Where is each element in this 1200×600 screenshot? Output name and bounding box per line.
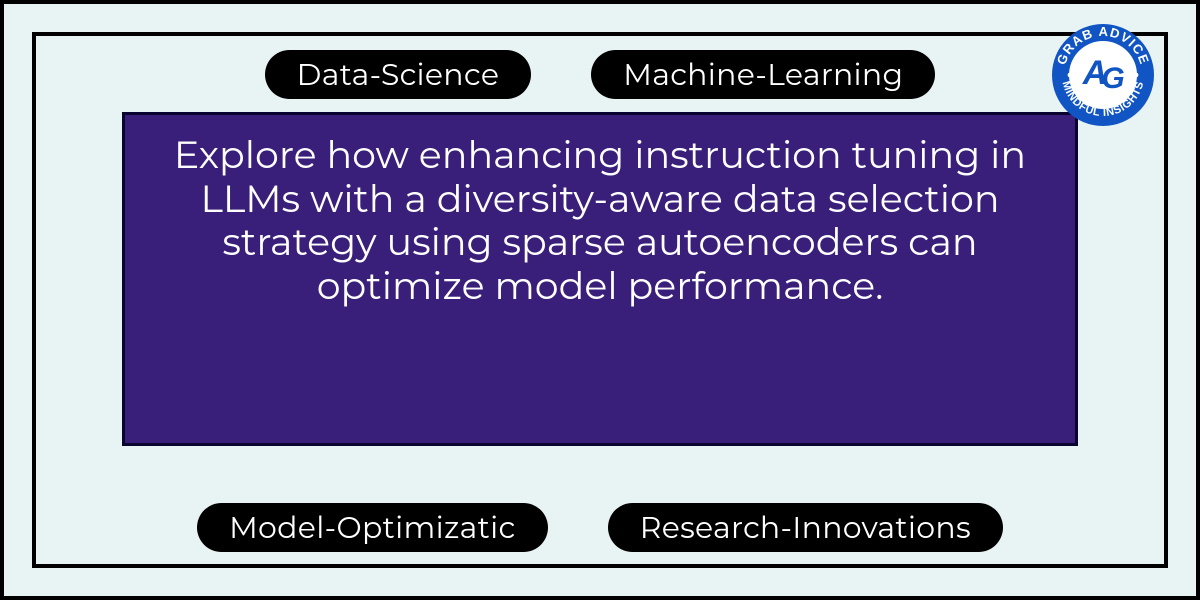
tag-research-innovations: Research-Innovations: [608, 503, 1003, 552]
tags-bottom-row: Model-Optimizatic Research-Innovations: [4, 503, 1196, 552]
tag-data-science: Data-Science: [265, 50, 532, 99]
hero-panel: Explore how enhancing instruction tuning…: [122, 112, 1078, 446]
hero-text: Explore how enhancing instruction tuning…: [155, 133, 1045, 308]
brand-badge: GRAB ADVICE MINDFUL INSIGHTS A G: [1050, 22, 1156, 128]
tags-top-row: Data-Science Machine-Learning: [4, 50, 1196, 99]
outer-frame: Data-Science Machine-Learning Explore ho…: [0, 0, 1200, 600]
brand-badge-icon: GRAB ADVICE MINDFUL INSIGHTS A G: [1050, 22, 1156, 128]
tag-model-optimization: Model-Optimizatic: [197, 503, 548, 552]
badge-logo-g: G: [1101, 62, 1124, 95]
tag-machine-learning: Machine-Learning: [591, 50, 935, 99]
